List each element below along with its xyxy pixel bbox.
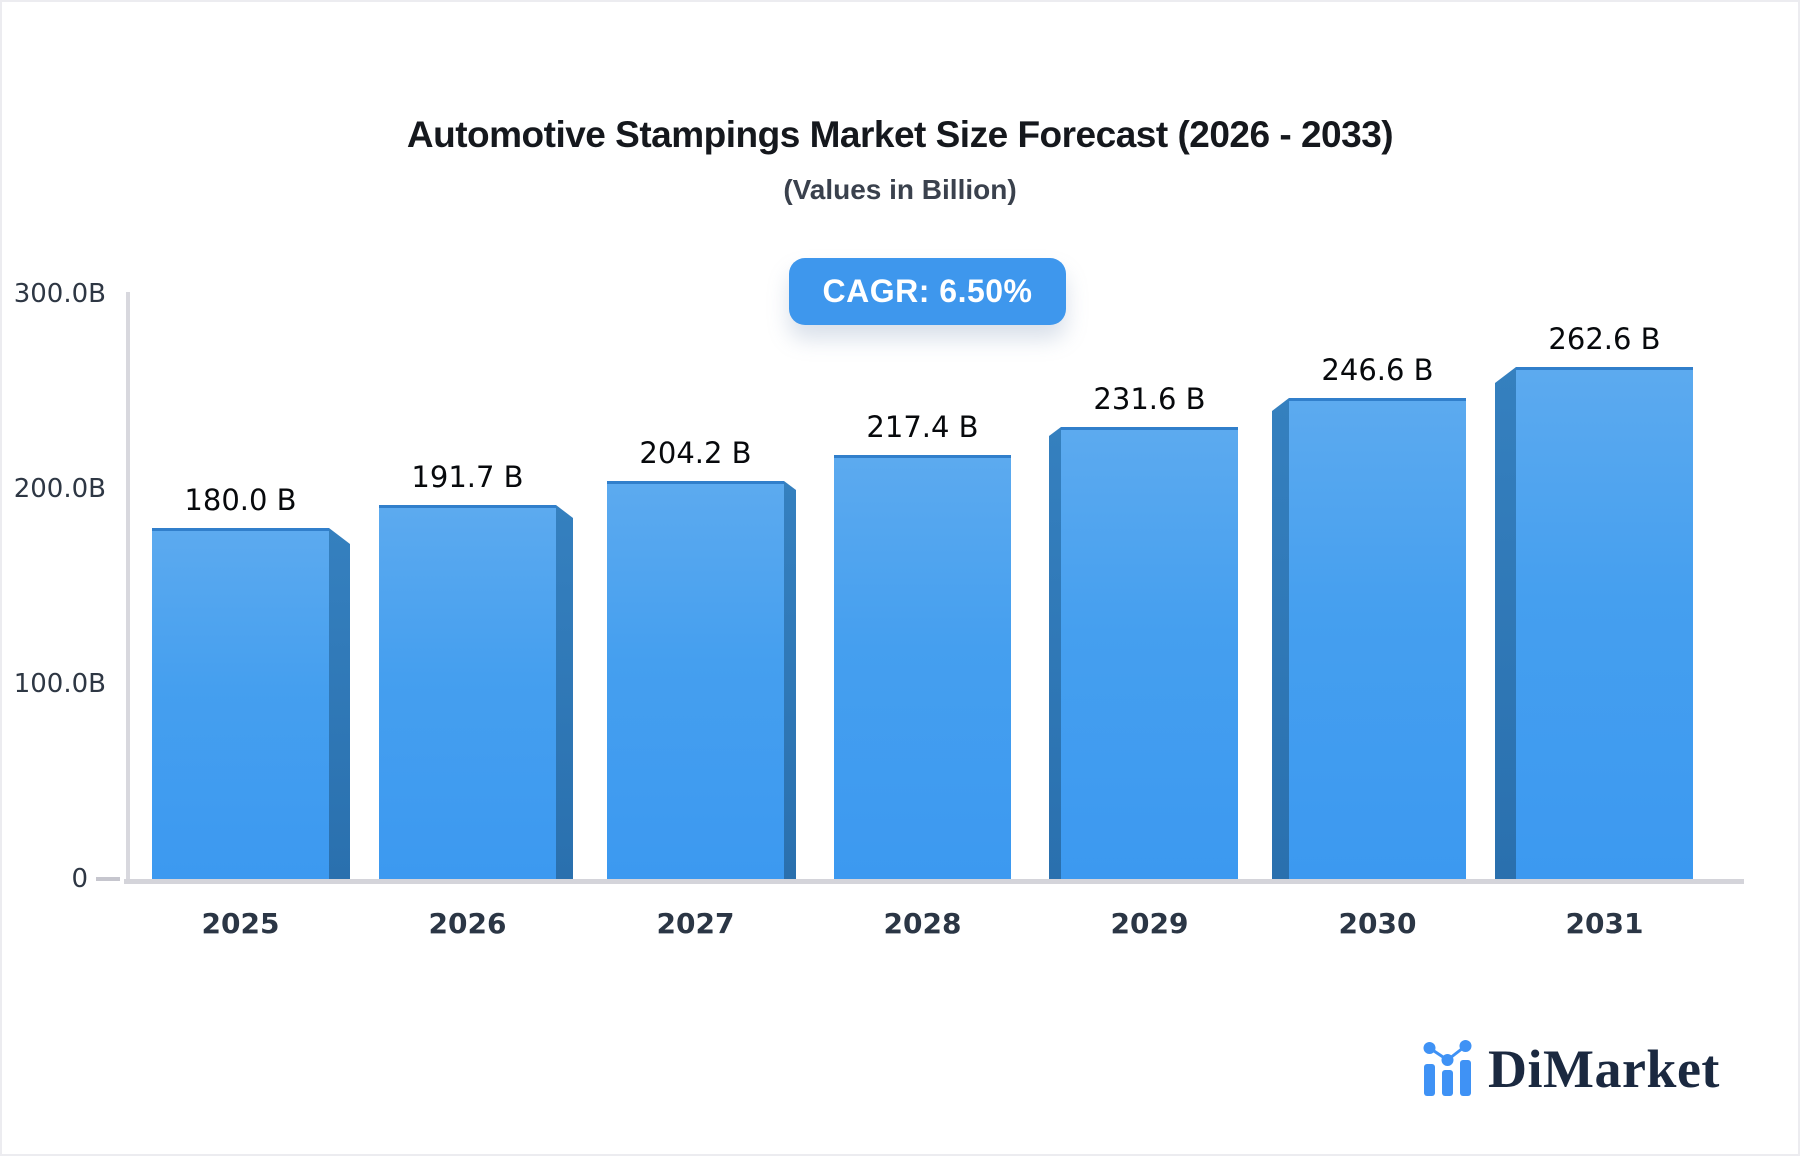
bar-2030-side-face bbox=[1272, 398, 1289, 879]
y-axis-tick-label: 300.0B bbox=[13, 279, 106, 309]
bar-2025-side-face bbox=[329, 528, 350, 879]
x-axis-tick-label-2030: 2030 bbox=[1338, 907, 1417, 940]
bar-2029-side-face bbox=[1049, 427, 1061, 879]
x-axis-tick-label-2026: 2026 bbox=[428, 907, 507, 940]
chart-subtitle: (Values in Billion) bbox=[783, 174, 1017, 205]
bar-value-label-2029: 231.6 B bbox=[1093, 382, 1206, 416]
bar-value-label-2026: 191.7 B bbox=[411, 460, 524, 494]
bar-value-label-2030: 246.6 B bbox=[1321, 353, 1434, 387]
dimarket-logo-text: DiMarket bbox=[1488, 1039, 1720, 1099]
y-axis-tick-label: 200.0B bbox=[13, 474, 106, 504]
x-axis-line bbox=[124, 879, 1744, 884]
cagr-badge-label: CAGR: 6.50% bbox=[822, 273, 1033, 309]
bar-2025 bbox=[152, 528, 329, 879]
bar-2031-side-face bbox=[1495, 367, 1516, 879]
x-axis-tick-label-2027: 2027 bbox=[656, 907, 735, 940]
bar-chart-with-dots-icon bbox=[1423, 1040, 1472, 1096]
bar-2029 bbox=[1061, 427, 1238, 879]
bar-2027 bbox=[607, 481, 784, 879]
bar-2031 bbox=[1516, 367, 1693, 879]
bar-2030 bbox=[1289, 398, 1466, 879]
y-axis-line bbox=[126, 292, 130, 883]
x-axis-tick-label-2028: 2028 bbox=[883, 907, 962, 940]
bar-2028 bbox=[834, 455, 1011, 879]
chart-title: Automotive Stampings Market Size Forecas… bbox=[406, 114, 1394, 155]
dimarket-logo: DiMarket bbox=[1422, 1040, 1720, 1096]
x-axis-tick-label-2025: 2025 bbox=[201, 907, 280, 940]
y-axis-tick-label: 100.0B bbox=[13, 669, 106, 699]
bar-value-label-2028: 217.4 B bbox=[866, 410, 979, 444]
x-axis-tick-label-2029: 2029 bbox=[1110, 907, 1189, 940]
bar-value-label-2027: 204.2 B bbox=[639, 436, 752, 470]
bar-2026 bbox=[379, 505, 556, 879]
x-axis-tick-label-2031: 2031 bbox=[1565, 907, 1644, 940]
bar-value-label-2031: 262.6 B bbox=[1548, 322, 1661, 356]
bar-value-label-2025: 180.0 B bbox=[184, 483, 297, 517]
cagr-badge: CAGR: 6.50% bbox=[789, 258, 1066, 325]
y-axis-tick-label: 0 bbox=[71, 864, 88, 894]
zero-tick-mark bbox=[96, 877, 120, 881]
bar-2026-side-face bbox=[556, 505, 573, 879]
bar-2027-side-face bbox=[784, 481, 796, 879]
